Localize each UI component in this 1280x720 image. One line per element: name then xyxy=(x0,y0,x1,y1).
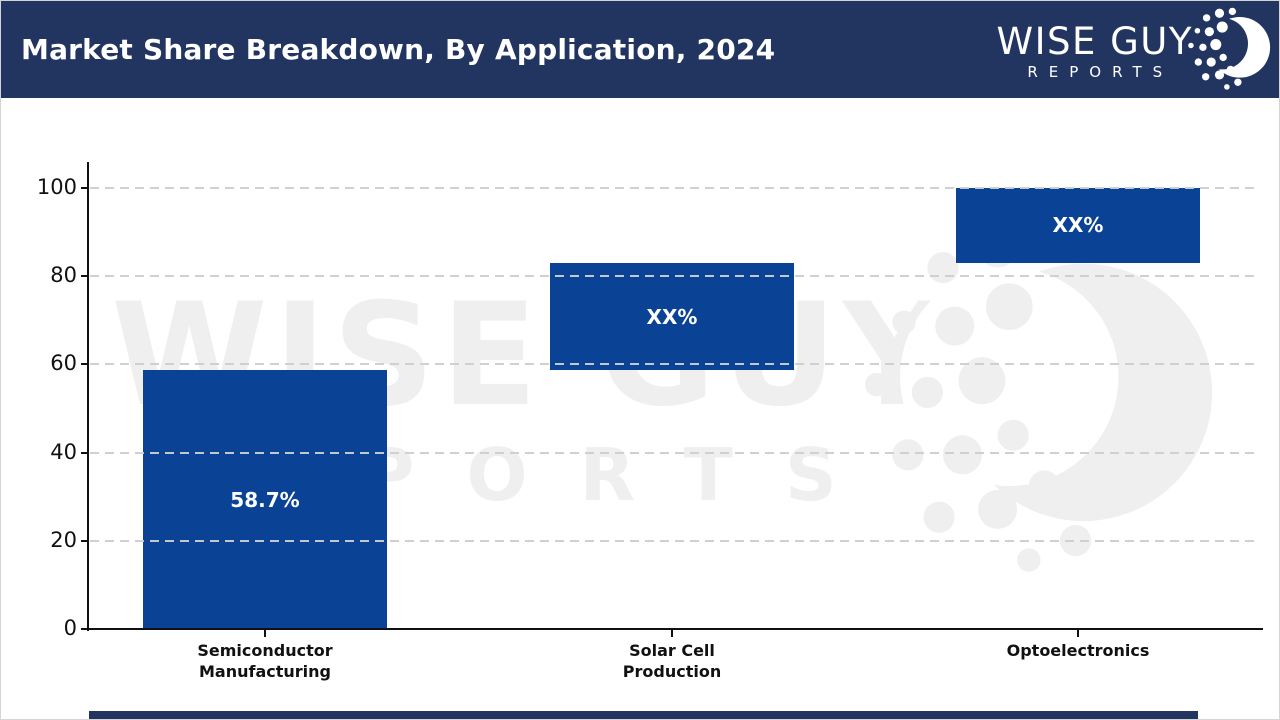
gridline xyxy=(90,275,1254,278)
gridline xyxy=(90,187,1254,189)
gridline xyxy=(90,539,1254,542)
wise-guy-logo: WISE GUY REPORTS xyxy=(997,5,1271,97)
category-label: Solar Cell Production xyxy=(622,641,722,681)
y-tick-label: 20 xyxy=(50,527,77,552)
y-axis-line xyxy=(87,162,89,631)
y-tick xyxy=(81,363,88,366)
x-axis-line xyxy=(87,628,1263,630)
logo-tagline: REPORTS xyxy=(1027,62,1174,81)
y-tick-label: 100 xyxy=(36,175,77,199)
y-tick xyxy=(81,539,88,542)
gridline xyxy=(90,363,1254,366)
y-tick xyxy=(81,628,88,630)
watermark-head-dots-icon xyxy=(865,224,1213,572)
x-tick xyxy=(1077,630,1079,637)
header-band: Market Share Breakdown, By Application, … xyxy=(1,1,1279,98)
x-tick xyxy=(264,630,266,637)
bar-value-label: 58.7% xyxy=(230,487,300,512)
y-tick-label: 80 xyxy=(50,263,77,288)
y-tick xyxy=(81,187,88,189)
y-tick xyxy=(81,451,88,454)
category-label: Optoelectronics xyxy=(1006,641,1150,660)
page-title: Market Share Breakdown, By Application, … xyxy=(21,33,776,66)
y-tick-label: 0 xyxy=(63,616,77,640)
bar-value-label: XX% xyxy=(1052,213,1104,238)
gridline xyxy=(90,451,1254,454)
bar-value-label: XX% xyxy=(646,304,698,329)
logo-name: WISE GUY xyxy=(996,19,1193,63)
bar xyxy=(143,370,387,629)
footer-accent-bar xyxy=(89,711,1198,719)
y-tick-label: 60 xyxy=(50,351,77,376)
bar xyxy=(956,188,1200,263)
category-label: Semiconductor Manufacturing xyxy=(197,641,333,681)
y-tick-label: 40 xyxy=(50,439,77,464)
bar xyxy=(550,262,794,371)
y-tick xyxy=(81,275,88,278)
logo-text: WISE GUY REPORTS xyxy=(996,19,1193,81)
x-tick xyxy=(671,630,673,637)
logo-head-dots-icon xyxy=(1188,7,1271,90)
